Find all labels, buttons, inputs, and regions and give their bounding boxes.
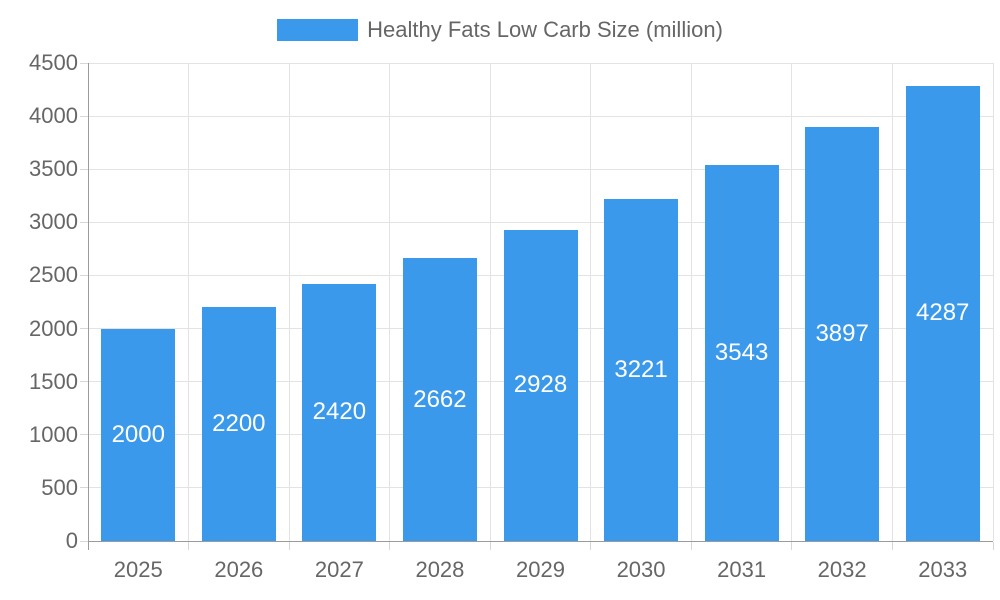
x-tick-mark: [288, 542, 290, 550]
y-tick-label: 4500: [29, 50, 78, 75]
x-axis-line: [80, 541, 993, 542]
y-tick-label: 2500: [29, 262, 78, 288]
x-tick-label: 2027: [314, 557, 364, 582]
x-tick-mark: [992, 542, 994, 550]
y-axis-line: [88, 63, 89, 549]
y-tick-mark: [80, 274, 88, 276]
x-tick-mark: [590, 542, 592, 550]
bar-value-label: 3897: [815, 320, 869, 348]
v-gridline: [489, 63, 491, 541]
x-tick-mark: [489, 542, 491, 550]
bar-value-label: 4287: [916, 299, 970, 327]
x-tick-mark: [87, 542, 89, 550]
bar-2030: 3221: [604, 198, 679, 541]
y-tick-mark: [80, 381, 88, 383]
y-tick-mark: [80, 62, 88, 64]
v-gridline: [188, 63, 190, 541]
v-gridline: [690, 63, 692, 541]
bar-2031: 3543: [704, 164, 779, 541]
h-gridline: [88, 168, 993, 170]
x-tick-label: 2026: [214, 557, 264, 582]
x-tick-mark: [791, 542, 793, 550]
y-tick-mark: [80, 434, 88, 436]
chart-legend: Healthy Fats Low Carb Size (million): [0, 18, 1000, 42]
v-gridline: [791, 63, 793, 541]
v-gridline: [891, 63, 893, 541]
h-gridline: [88, 62, 993, 64]
y-tick-mark: [80, 328, 88, 330]
bar-2033: 4287: [905, 85, 980, 541]
bar-value-label: 2200: [212, 410, 266, 438]
plot-area: 2000 2200 2420 2662 2928 3221 3543 3897 4287: [88, 62, 994, 541]
x-tick-label: 2032: [817, 557, 867, 582]
y-tick-label: 4000: [29, 103, 78, 129]
legend-color-swatch: [277, 19, 359, 41]
legend-item[interactable]: Healthy Fats Low Carb Size (million): [277, 18, 723, 42]
bar-2032: 3897: [805, 127, 880, 541]
x-tick-label: 2033: [918, 557, 968, 582]
x-tick-mark: [690, 542, 692, 550]
x-tick-label: 2030: [616, 557, 666, 582]
y-tick-label: 3500: [29, 156, 78, 182]
v-gridline: [389, 63, 391, 541]
v-gridline: [288, 63, 290, 541]
bar-value-label: 2000: [111, 420, 165, 448]
y-tick-mark: [80, 540, 88, 542]
x-tick-mark: [891, 542, 893, 550]
bar-2025: 2000: [101, 328, 176, 541]
bar-2026: 2200: [201, 307, 276, 541]
bar-2029: 2928: [503, 229, 578, 541]
y-tick-label: 3000: [29, 209, 78, 235]
v-gridline: [992, 63, 994, 541]
x-tick-label: 2031: [717, 557, 767, 582]
y-tick-label: 1000: [29, 421, 78, 447]
x-tick-label: 2025: [113, 557, 163, 582]
y-tick-label: 1500: [29, 368, 78, 394]
y-tick-mark: [80, 221, 88, 223]
bar-value-label: 2420: [312, 398, 367, 426]
bar-value-label: 2928: [513, 371, 568, 399]
bar-value-label: 2662: [413, 385, 467, 413]
x-tick-label: 2028: [415, 557, 465, 582]
x-tick-mark: [188, 542, 190, 550]
y-tick-mark: [80, 115, 88, 117]
x-tick-label: 2029: [516, 557, 565, 582]
v-gridline: [590, 63, 592, 541]
bar-value-label: 3221: [614, 355, 668, 383]
y-tick-label: 2000: [29, 315, 78, 341]
bar-2027: 2420: [302, 283, 377, 541]
bar-value-label: 3543: [714, 338, 769, 366]
y-tick-label: 0: [65, 528, 78, 553]
legend-label: Healthy Fats Low Carb Size (million): [367, 17, 723, 42]
y-tick-label: 500: [41, 474, 78, 500]
bar-2028: 2662: [402, 258, 477, 541]
y-tick-mark: [80, 487, 88, 489]
h-gridline: [88, 221, 993, 223]
x-tick-mark: [389, 542, 391, 550]
y-tick-mark: [80, 168, 88, 170]
h-gridline: [88, 115, 993, 117]
